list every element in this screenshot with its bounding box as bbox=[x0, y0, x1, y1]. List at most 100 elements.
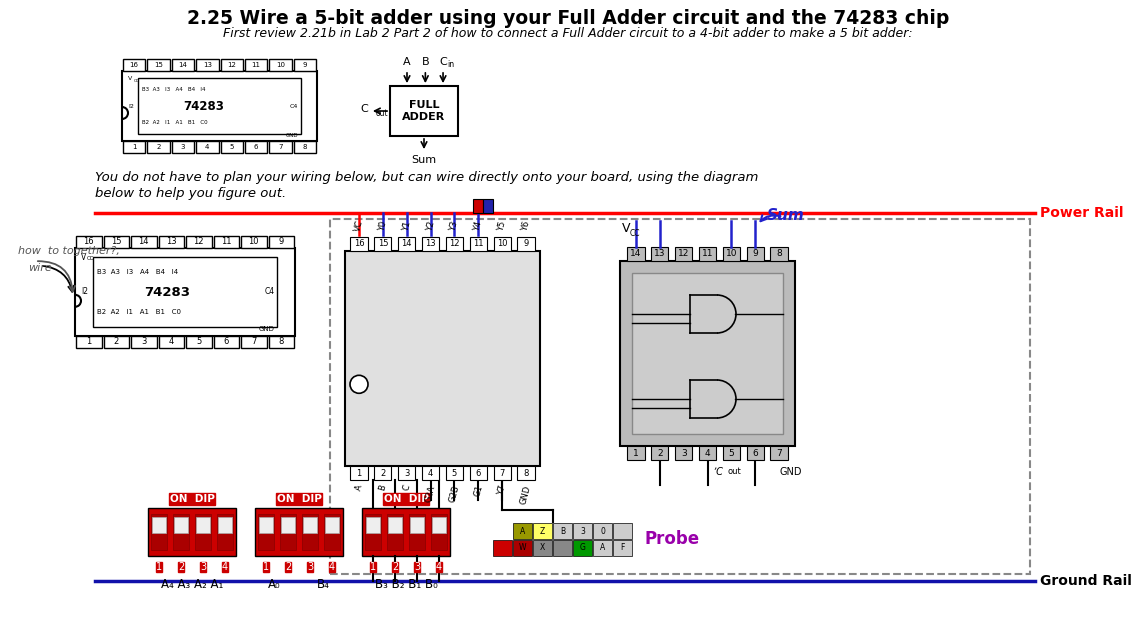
Text: 3: 3 bbox=[414, 562, 420, 572]
Bar bbox=[493, 540, 512, 556]
Text: G: G bbox=[580, 543, 586, 553]
Text: Y0: Y0 bbox=[377, 221, 389, 233]
Text: VC: VC bbox=[354, 220, 365, 233]
Text: V: V bbox=[128, 76, 132, 81]
Bar bbox=[493, 466, 511, 480]
Text: 3: 3 bbox=[141, 338, 147, 346]
Text: Y2: Y2 bbox=[425, 221, 437, 233]
Text: how  to together?,: how to together?, bbox=[18, 246, 119, 256]
Text: 7: 7 bbox=[499, 468, 505, 478]
Text: 2.25 Wire a 5-bit adder using your Full Adder circuit and the 74283 chip: 2.25 Wire a 5-bit adder using your Full … bbox=[186, 9, 949, 28]
Bar bbox=[280, 514, 297, 550]
Text: 5: 5 bbox=[196, 338, 201, 346]
Text: 15: 15 bbox=[111, 237, 122, 247]
Text: 3: 3 bbox=[181, 144, 185, 150]
Text: wire: wire bbox=[28, 263, 52, 273]
Text: A: A bbox=[520, 526, 525, 536]
Text: 10: 10 bbox=[276, 62, 285, 68]
Text: 5: 5 bbox=[230, 144, 234, 150]
Bar bbox=[214, 336, 239, 348]
Text: 4: 4 bbox=[168, 338, 174, 346]
Bar bbox=[148, 59, 169, 71]
Text: B: B bbox=[377, 484, 388, 492]
Bar bbox=[409, 517, 424, 533]
Bar bbox=[771, 247, 788, 261]
Text: C: C bbox=[401, 484, 412, 492]
Bar bbox=[293, 59, 316, 71]
Bar bbox=[422, 466, 439, 480]
Bar bbox=[675, 247, 692, 261]
Bar bbox=[158, 236, 184, 248]
Text: A₄ A₃ A₂ A₁: A₄ A₃ A₂ A₁ bbox=[160, 578, 223, 591]
Text: I2: I2 bbox=[81, 288, 88, 297]
Bar bbox=[330, 219, 1030, 574]
Text: Ground Rail: Ground Rail bbox=[1040, 574, 1131, 588]
Text: 3: 3 bbox=[681, 449, 687, 457]
Bar bbox=[388, 517, 402, 533]
Text: GND: GND bbox=[779, 467, 802, 477]
Bar bbox=[747, 247, 764, 261]
Text: 1: 1 bbox=[370, 562, 376, 572]
Bar bbox=[573, 523, 592, 539]
Bar bbox=[408, 514, 425, 550]
Text: B₃ B₂ B₁ B₀: B₃ B₂ B₁ B₀ bbox=[374, 578, 438, 591]
Text: 11: 11 bbox=[221, 237, 232, 247]
Bar bbox=[122, 71, 317, 141]
Bar bbox=[366, 517, 381, 533]
Bar bbox=[723, 247, 740, 261]
Bar bbox=[268, 336, 294, 348]
Text: 14: 14 bbox=[139, 237, 149, 247]
Bar bbox=[493, 237, 511, 251]
Text: 16: 16 bbox=[83, 237, 94, 247]
Text: 16: 16 bbox=[354, 240, 364, 249]
Text: 1: 1 bbox=[263, 562, 269, 572]
Circle shape bbox=[350, 375, 368, 393]
Text: 4: 4 bbox=[329, 562, 335, 572]
Text: B: B bbox=[422, 57, 429, 67]
Text: 1: 1 bbox=[356, 468, 362, 478]
Bar bbox=[173, 514, 190, 550]
Bar bbox=[345, 251, 540, 466]
Text: ON  DIP: ON DIP bbox=[383, 494, 429, 504]
Text: Y1: Y1 bbox=[401, 221, 413, 233]
Bar bbox=[258, 517, 273, 533]
Text: C4: C4 bbox=[264, 288, 274, 297]
Bar bbox=[293, 141, 316, 153]
Text: CC: CC bbox=[88, 256, 94, 261]
Text: 4: 4 bbox=[222, 562, 229, 572]
Text: 14: 14 bbox=[401, 240, 412, 249]
Bar bbox=[186, 236, 211, 248]
Bar bbox=[374, 466, 391, 480]
Text: 4: 4 bbox=[705, 449, 711, 457]
Text: 16: 16 bbox=[130, 62, 139, 68]
Text: in: in bbox=[447, 60, 454, 69]
Bar bbox=[473, 199, 483, 213]
Text: out: out bbox=[728, 468, 741, 476]
Text: 13: 13 bbox=[425, 240, 435, 249]
Text: 3: 3 bbox=[200, 562, 206, 572]
Bar bbox=[699, 446, 716, 460]
Text: GND: GND bbox=[285, 133, 298, 138]
Text: 3: 3 bbox=[580, 526, 584, 536]
Bar bbox=[123, 141, 146, 153]
Text: 6: 6 bbox=[254, 144, 258, 150]
Text: F: F bbox=[621, 543, 624, 553]
Bar bbox=[241, 236, 266, 248]
Bar bbox=[172, 141, 194, 153]
Bar bbox=[244, 141, 267, 153]
Bar bbox=[151, 517, 166, 533]
Text: 5: 5 bbox=[729, 449, 735, 457]
Bar bbox=[158, 336, 184, 348]
Text: 8: 8 bbox=[279, 338, 284, 346]
Bar bbox=[92, 257, 277, 327]
Text: 9: 9 bbox=[302, 62, 307, 68]
Bar bbox=[374, 237, 391, 251]
Bar bbox=[217, 514, 233, 550]
Bar bbox=[628, 446, 645, 460]
Bar bbox=[446, 466, 463, 480]
Text: Sum: Sum bbox=[412, 155, 437, 165]
Text: 8: 8 bbox=[523, 468, 529, 478]
Text: 12: 12 bbox=[193, 237, 204, 247]
Bar bbox=[652, 446, 669, 460]
Text: Y4: Y4 bbox=[473, 221, 484, 233]
